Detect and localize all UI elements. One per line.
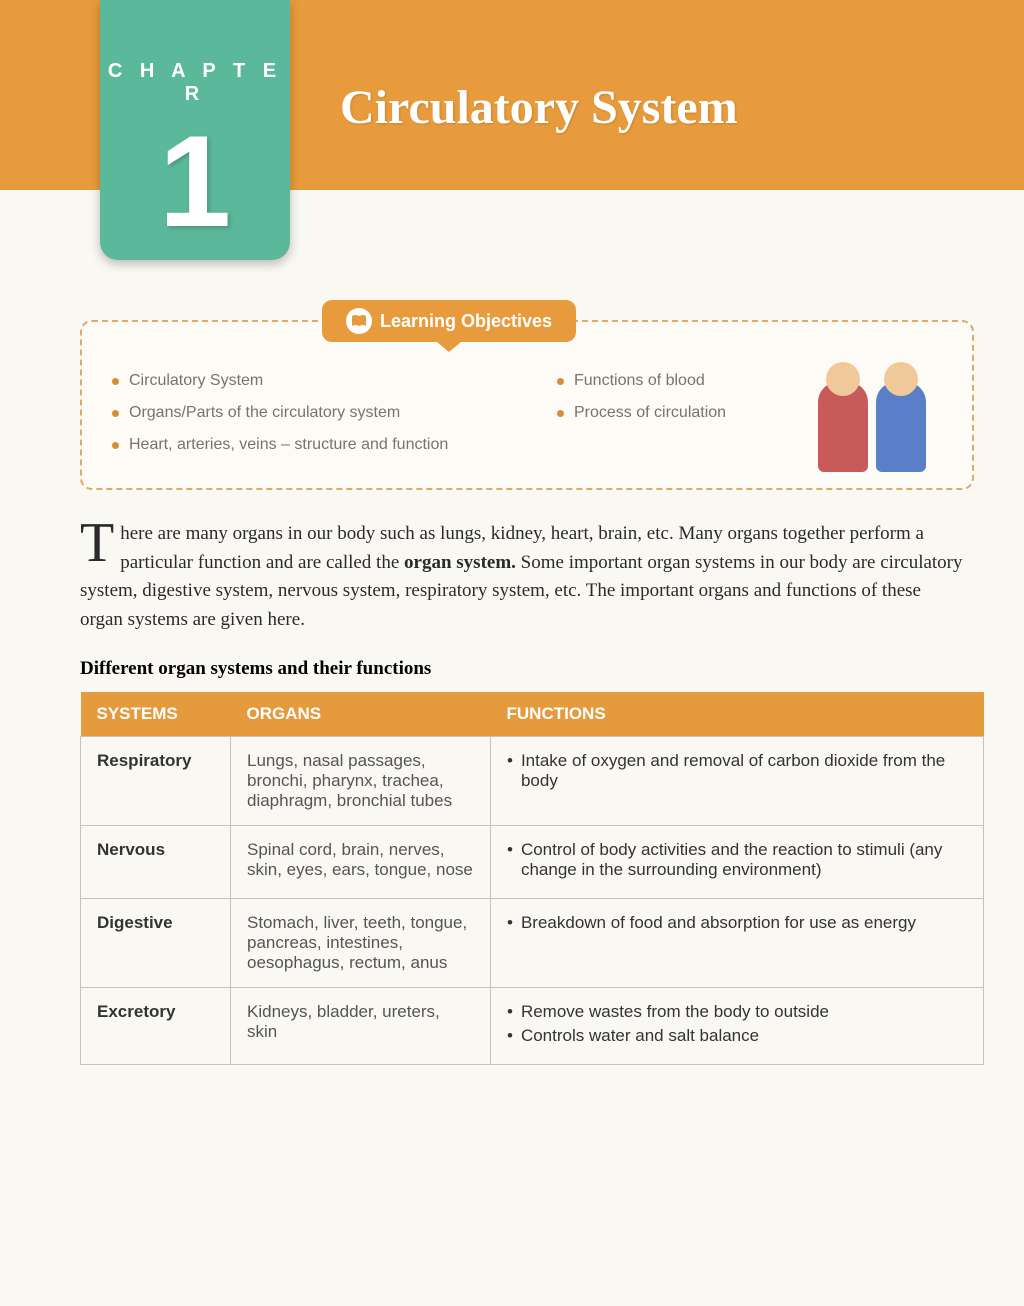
bullet-icon: • [507, 751, 513, 791]
organs-cell: Stomach, liver, teeth, tongue, pancreas,… [231, 899, 491, 988]
organs-cell: Spinal cord, brain, nerves, skin, eyes, … [231, 826, 491, 899]
system-cell: Respiratory [81, 737, 231, 826]
chapter-title: Circulatory System [340, 80, 738, 135]
book-icon [346, 308, 372, 334]
function-text: Breakdown of food and absorption for use… [521, 913, 916, 933]
objective-text: Heart, arteries, veins – structure and f… [129, 436, 448, 454]
table-row: RespiratoryLungs, nasal passages, bronch… [81, 737, 984, 826]
bullet-icon [112, 442, 119, 449]
bullet-icon: • [507, 1026, 513, 1046]
table-row: NervousSpinal cord, brain, nerves, skin,… [81, 826, 984, 899]
bullet-icon [112, 378, 119, 385]
table-body: RespiratoryLungs, nasal passages, bronch… [81, 737, 984, 1065]
bullet-icon: • [507, 840, 513, 880]
chapter-number: 1 [100, 116, 290, 246]
kid-figure-2 [876, 382, 926, 472]
objective-text: Functions of blood [574, 372, 705, 390]
bullet-icon: • [507, 913, 513, 933]
table-header-cell: SYSTEMS [81, 692, 231, 737]
chapter-badge: C H A P T E R 1 [100, 0, 290, 260]
function-text: Controls water and salt balance [521, 1026, 759, 1046]
bullet-icon [112, 410, 119, 417]
system-cell: Nervous [81, 826, 231, 899]
objective-text: Process of circulation [574, 404, 726, 422]
textbook-page: C H A P T E R 1 Circulatory System Learn… [0, 0, 1024, 1306]
dropcap: T [80, 520, 120, 568]
table-header-cell: ORGANS [231, 692, 491, 737]
functions-cell: •Intake of oxygen and removal of carbon … [491, 737, 984, 826]
table-row: ExcretoryKidneys, bladder, ureters, skin… [81, 988, 984, 1065]
chapter-header: C H A P T E R 1 Circulatory System [0, 0, 1024, 230]
objective-item: Circulatory System [112, 372, 497, 390]
table-row: DigestiveStomach, liver, teeth, tongue, … [81, 899, 984, 988]
objective-text: Circulatory System [129, 372, 263, 390]
table-header-row: SYSTEMSORGANSFUNCTIONS [81, 692, 984, 737]
system-cell: Excretory [81, 988, 231, 1065]
kid-figure-1 [818, 382, 868, 472]
learning-objectives-box: Learning Objectives Circulatory SystemOr… [80, 320, 974, 490]
function-text: Control of body activities and the react… [521, 840, 967, 880]
objectives-left-column: Circulatory System Organs/Parts of the ci… [112, 372, 497, 468]
chapter-label: C H A P T E R [100, 60, 290, 106]
table-title: Different organ systems and their functi… [80, 658, 964, 680]
bullet-icon [557, 378, 564, 385]
bullet-icon [557, 410, 564, 417]
organs-cell: Lungs, nasal passages, bronchi, pharynx,… [231, 737, 491, 826]
objective-item: Heart, arteries, veins – structure and f… [112, 436, 497, 454]
function-text: Remove wastes from the body to outside [521, 1002, 829, 1022]
objectives-tab-label: Learning Objectives [380, 311, 552, 332]
system-cell: Digestive [81, 899, 231, 988]
objectives-tab: Learning Objectives [322, 300, 576, 342]
bullet-icon: • [507, 1002, 513, 1022]
intro-paragraph: There are many organs in our body such a… [80, 520, 964, 634]
objective-text: Organs/Parts of the circulatory system [129, 404, 400, 422]
functions-cell: • Remove wastes from the body to outside •… [491, 988, 984, 1065]
organs-cell: Kidneys, bladder, ureters, skin [231, 988, 491, 1065]
functions-cell: • Breakdown of food and absorption for us… [491, 899, 984, 988]
table-header-cell: FUNCTIONS [491, 692, 984, 737]
organ-systems-table: SYSTEMSORGANSFUNCTIONS RespiratoryLungs,… [80, 692, 984, 1065]
objective-item: Organs/Parts of the circulatory system [112, 404, 497, 422]
intro-bold: organ system. [404, 552, 516, 573]
functions-cell: •Control of body activities and the reac… [491, 826, 984, 899]
function-text: Intake of oxygen and removal of carbon d… [521, 751, 967, 791]
kids-illustration [792, 352, 952, 472]
